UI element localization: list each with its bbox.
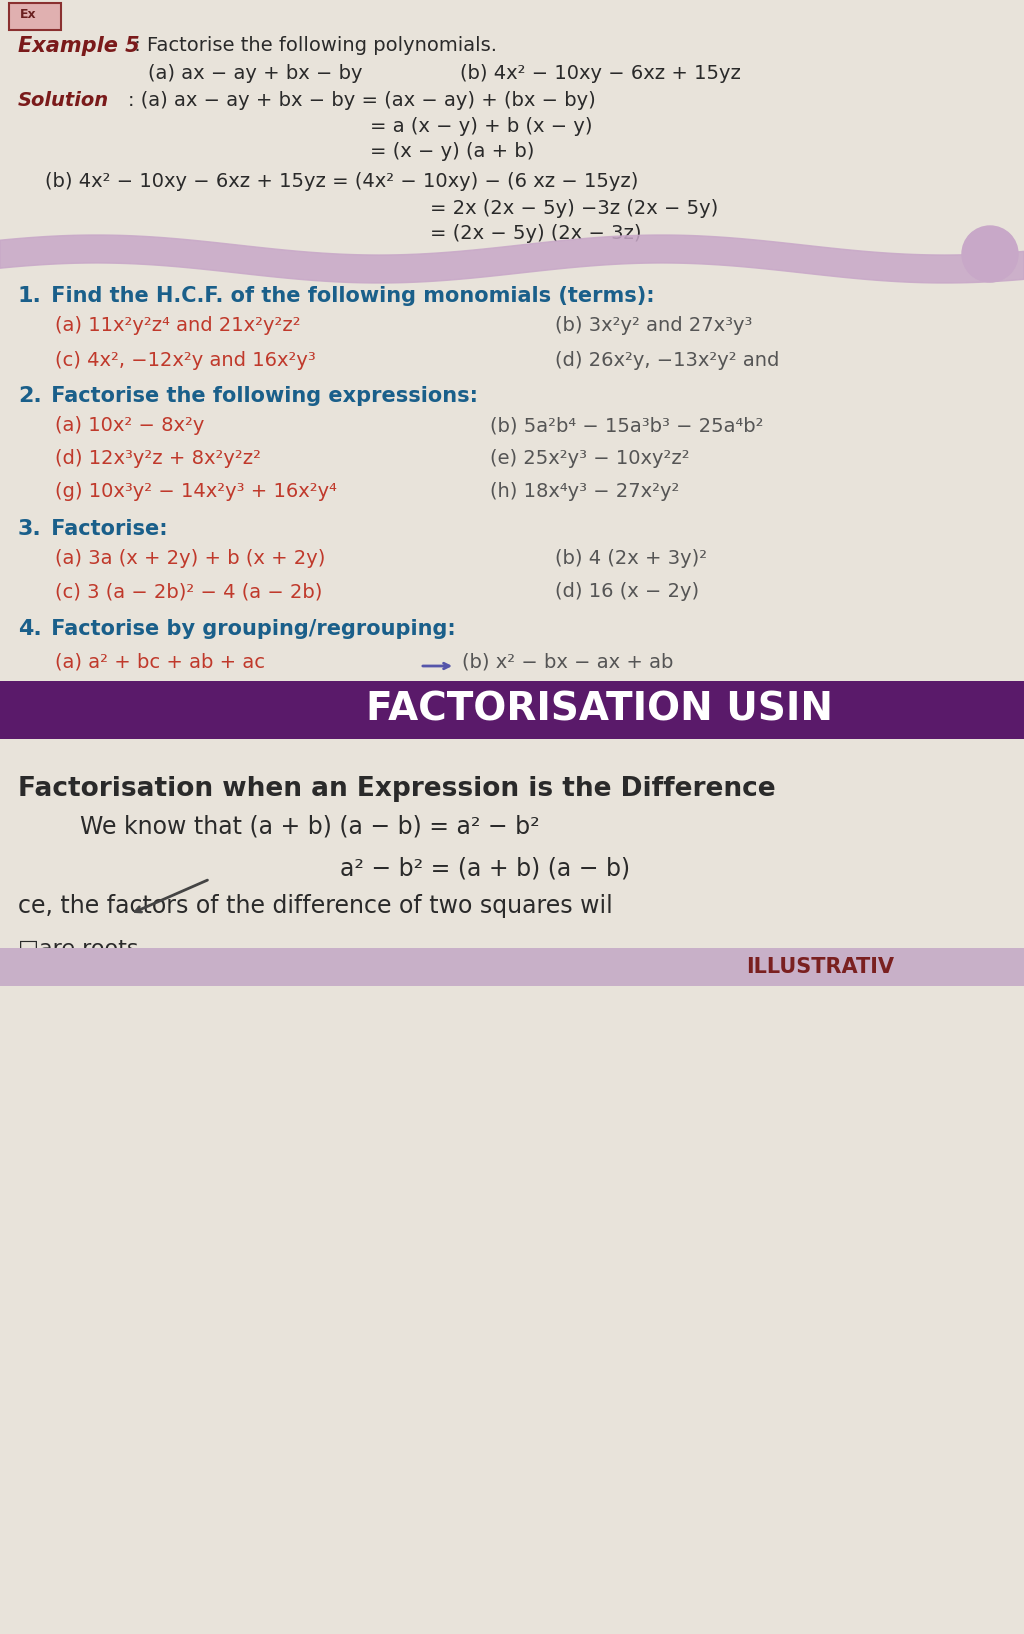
Text: (c) 4x², −12x²y and 16x²y³: (c) 4x², −12x²y and 16x²y³ xyxy=(55,351,315,369)
Text: Factorise:: Factorise: xyxy=(44,520,168,539)
Text: (a) ax − ay + bx − by: (a) ax − ay + bx − by xyxy=(148,64,362,83)
Text: (c) 3 (a − 2b)² − 4 (a − 2b): (c) 3 (a − 2b)² − 4 (a − 2b) xyxy=(55,582,323,601)
Text: □are roots.: □are roots. xyxy=(18,940,145,959)
Text: (h) 18x⁴y³ − 27x²y²: (h) 18x⁴y³ − 27x²y² xyxy=(490,482,679,502)
Text: (b) 3x²y² and 27x³y³: (b) 3x²y² and 27x³y³ xyxy=(555,315,753,335)
Text: (a) 11x²y²z⁴ and 21x²y²z²: (a) 11x²y²z⁴ and 21x²y²z² xyxy=(55,315,301,335)
Text: = (x − y) (a + b): = (x − y) (a + b) xyxy=(370,142,535,162)
Text: Factorisation when an Expression is the Difference: Factorisation when an Expression is the … xyxy=(18,776,775,802)
Text: Ex: Ex xyxy=(20,8,37,21)
Text: Find the H.C.F. of the following monomials (terms):: Find the H.C.F. of the following monomia… xyxy=(44,286,654,306)
Text: Example 5: Example 5 xyxy=(18,36,139,56)
Text: FACTORISATION USIN: FACTORISATION USIN xyxy=(367,690,834,729)
FancyBboxPatch shape xyxy=(0,948,1024,985)
Text: (g) 10x³y² − 14x²y³ + 16x²y⁴: (g) 10x³y² − 14x²y³ + 16x²y⁴ xyxy=(55,482,337,502)
Text: : Factorise the following polynomials.: : Factorise the following polynomials. xyxy=(128,36,497,56)
FancyBboxPatch shape xyxy=(9,3,61,29)
Text: (e) 25x²y³ − 10xy²z²: (e) 25x²y³ − 10xy²z² xyxy=(490,449,689,467)
Text: 3.: 3. xyxy=(18,520,42,539)
Text: 4.: 4. xyxy=(18,619,42,639)
Text: (b) 4x² − 10xy − 6xz + 15yz = (4x² − 10xy) − (6 xz − 15yz): (b) 4x² − 10xy − 6xz + 15yz = (4x² − 10x… xyxy=(45,172,638,191)
Text: (b) 5a²b⁴ − 15a³b³ − 25a⁴b²: (b) 5a²b⁴ − 15a³b³ − 25a⁴b² xyxy=(490,417,764,435)
Text: = 2x (2x − 5y) −3z (2x − 5y): = 2x (2x − 5y) −3z (2x − 5y) xyxy=(430,199,718,217)
Text: Solution: Solution xyxy=(18,92,110,109)
Text: ce, the factors of the difference of two squares wil: ce, the factors of the difference of two… xyxy=(18,894,612,918)
Text: (a) 3a (x + 2y) + b (x + 2y): (a) 3a (x + 2y) + b (x + 2y) xyxy=(55,549,326,569)
Text: 1.: 1. xyxy=(18,286,42,306)
Text: (b) 4 (2x + 3y)²: (b) 4 (2x + 3y)² xyxy=(555,549,708,569)
Text: (d) 16 (x − 2y): (d) 16 (x − 2y) xyxy=(555,582,699,601)
Text: : (a) ax − ay + bx − by = (ax − ay) + (bx − by): : (a) ax − ay + bx − by = (ax − ay) + (b… xyxy=(128,92,596,109)
Text: Factorise the following expressions:: Factorise the following expressions: xyxy=(44,386,478,405)
Text: (a) 10x² − 8x²y: (a) 10x² − 8x²y xyxy=(55,417,205,435)
Text: a² − b² = (a + b) (a − b): a² − b² = (a + b) (a − b) xyxy=(340,856,630,881)
Text: = (2x − 5y) (2x − 3z): = (2x − 5y) (2x − 3z) xyxy=(430,224,641,243)
Text: We know that (a + b) (a − b) = a² − b²: We know that (a + b) (a − b) = a² − b² xyxy=(80,814,540,838)
Text: Factorise by grouping/regrouping:: Factorise by grouping/regrouping: xyxy=(44,619,456,639)
Text: (b) x² − bx − ax + ab: (b) x² − bx − ax + ab xyxy=(462,652,674,672)
Text: (d) 12x³y²z + 8x²y²z²: (d) 12x³y²z + 8x²y²z² xyxy=(55,449,261,467)
Text: (d) 1 + a + ac + a²c: (d) 1 + a + ac + a²c xyxy=(55,690,253,708)
Circle shape xyxy=(962,225,1018,283)
Text: (b) 4x² − 10xy − 6xz + 15yz: (b) 4x² − 10xy − 6xz + 15yz xyxy=(460,64,741,83)
FancyBboxPatch shape xyxy=(0,681,1024,739)
Text: ILLUSTRATIV: ILLUSTRATIV xyxy=(746,958,894,977)
Text: 2.: 2. xyxy=(18,386,42,405)
Text: (a) a² + bc + ab + ac: (a) a² + bc + ab + ac xyxy=(55,652,265,672)
Text: = a (x − y) + b (x − y): = a (x − y) + b (x − y) xyxy=(370,118,593,136)
Text: (d) 26x²y, −13x²y² and: (d) 26x²y, −13x²y² and xyxy=(555,351,779,369)
Text: (e) ab² − bc² − ab + c²: (e) ab² − bc² − ab + c² xyxy=(462,690,688,708)
